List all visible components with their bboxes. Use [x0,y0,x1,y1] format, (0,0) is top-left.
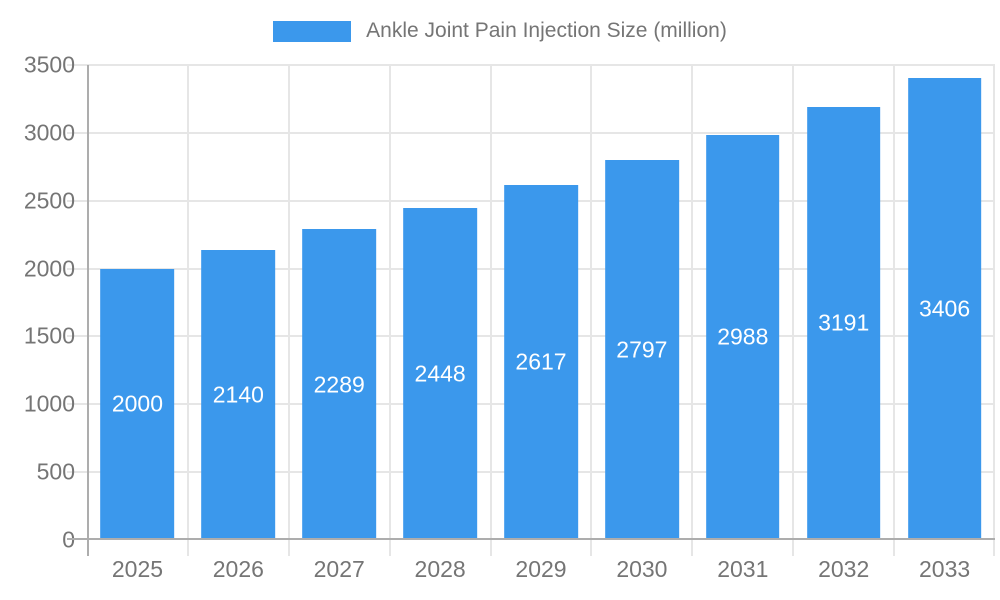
x-tick-label: 2031 [717,556,769,582]
y-axis-line [87,65,89,556]
bar-2029[interactable]: 2617 [504,184,578,540]
chart-legend[interactable]: Ankle Joint Pain Injection Size (million… [0,19,1000,43]
x-tick-label: 2033 [918,556,971,582]
bar-value-label: 2289 [313,371,365,398]
bar-cell: 2448 [390,65,491,540]
bar-value-label: 2617 [515,348,567,375]
y-axis-labels: 0 500 1000 1500 2000 2500 3000 3500 [0,52,75,553]
legend-label: Ankle Joint Pain Injection Size (million… [366,19,727,42]
bar-value-label: 3406 [918,295,971,322]
bar-2030[interactable]: 2797 [605,160,679,540]
x-tick-label: 2028 [414,556,466,582]
bar-cell: 2797 [591,65,692,540]
y-tick-label: 3500 [23,51,75,78]
bar-value-label: 2000 [111,390,164,417]
bar-cell: 2617 [491,65,592,540]
bar-2025[interactable]: 2000 [100,268,175,540]
y-tick-label: 1500 [23,322,75,349]
x-tick-label: 2030 [616,556,668,582]
bar-2031[interactable]: 2988 [705,134,780,540]
x-tick-label: 2025 [111,556,164,582]
y-tick-label: 2500 [23,187,75,214]
bar-cell: 2140 [188,65,289,540]
gridline-y-3500 [67,64,995,66]
bar-cell: 2289 [289,65,390,540]
y-tick-label: 2000 [23,255,75,282]
gridline-x-boundary [186,65,189,556]
bar-value-label: 2988 [717,323,769,350]
bar-value-label: 2448 [414,360,466,387]
gridline-x-boundary [792,65,795,556]
bar-2028[interactable]: 2448 [403,207,477,540]
x-tick-label: 2026 [212,556,264,582]
gridline-x-boundary [287,65,290,556]
bar-2026[interactable]: 2140 [201,249,276,540]
gridline-y-3000 [67,131,995,134]
gridline-x-boundary [388,65,391,556]
bar-cell: 3191 [793,65,894,540]
x-axis-labels: 2025 2026 2027 2028 2029 2030 2031 2032 2033 [87,556,995,583]
bar-cell: 2000 [87,65,188,540]
gridline-x-boundary [993,65,995,556]
x-tick-label: 2032 [818,556,870,582]
bar-cell: 3406 [894,65,995,540]
bar-2032[interactable]: 3191 [806,106,881,540]
bar-value-label: 3191 [818,309,870,336]
gridline-x-boundary [489,65,492,556]
y-tick-label: 0 [62,527,75,554]
x-tick-label: 2029 [515,556,567,582]
bars-layer: 2000 2140 2289 2448 2617 2797 2988 3191 3406 [87,65,995,540]
y-tick-label: 1000 [23,390,75,417]
gridline-x-boundary [691,65,694,556]
bar-2027[interactable]: 2289 [302,229,377,540]
bar-cell: 2988 [692,65,793,540]
gridline-x-boundary [893,65,896,556]
bar-value-label: 2797 [616,336,668,363]
y-tick-label: 3000 [23,119,75,146]
bar-value-label: 2140 [212,381,264,408]
x-axis-line [67,538,995,540]
bar-2033[interactable]: 3406 [907,77,982,540]
legend-swatch[interactable] [273,20,352,42]
plot-area: 2000 2140 2289 2448 2617 2797 2988 3191 3406 [67,64,995,556]
gridline-x-boundary [590,65,593,556]
y-tick-label: 500 [36,458,75,485]
x-tick-label: 2027 [313,556,365,582]
